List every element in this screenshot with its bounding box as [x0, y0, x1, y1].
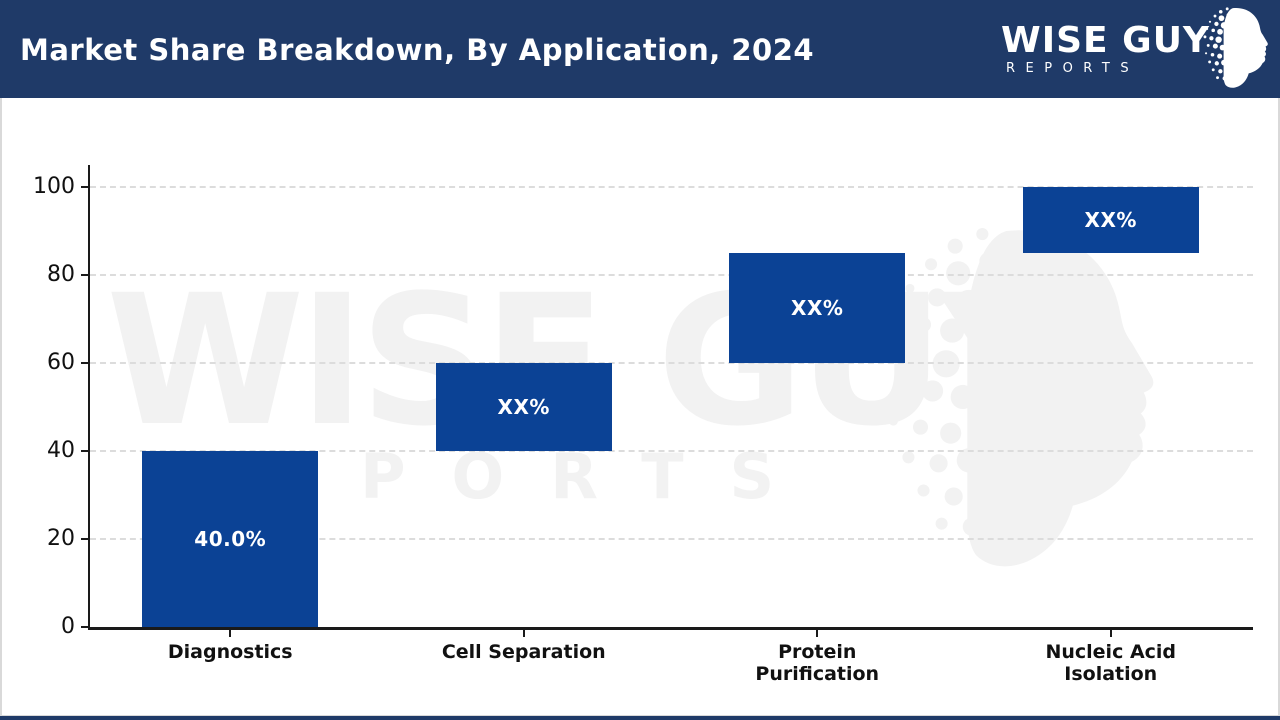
- bar-cell-separation: XX%: [435, 363, 612, 451]
- y-tick: [81, 538, 90, 540]
- x-tick: [522, 630, 525, 637]
- x-tick: [816, 630, 819, 637]
- x-tick-label-protein-purification: Protein Purification: [755, 641, 880, 686]
- x-tick-label-diagnostics: Diagnostics: [167, 641, 293, 663]
- logo-subtext: REPORTS: [1005, 60, 1140, 76]
- x-tick-label-nucleic-acid-isolation: Nucleic Acid Isolation: [1045, 641, 1177, 686]
- bar-value-label: XX%: [497, 395, 550, 419]
- brand-logo-text: WISE GUY REPORTS: [1001, 21, 1210, 75]
- bar-diagnostics: 40.0%: [142, 451, 319, 627]
- y-tick: [81, 626, 90, 628]
- page-title: Market Share Breakdown, By Application, …: [20, 33, 815, 67]
- y-tick: [81, 186, 90, 188]
- y-tick-label: 60: [47, 350, 75, 375]
- y-tick-label: 80: [47, 262, 75, 287]
- footer-bar: [0, 716, 1280, 720]
- bar-value-label: XX%: [1084, 208, 1137, 232]
- grid-line: [90, 186, 1253, 188]
- y-tick: [81, 362, 90, 364]
- bar-value-label: 40.0%: [194, 527, 267, 551]
- brand-logo: WISE GUY REPORTS: [1001, 4, 1272, 92]
- y-tick: [81, 274, 90, 276]
- grid-line: [90, 538, 1253, 540]
- y-tick: [81, 450, 90, 452]
- y-tick-label: 100: [33, 174, 75, 199]
- logo-face-icon: [1203, 7, 1268, 88]
- y-tick-label: 0: [61, 614, 75, 639]
- x-tick: [1109, 630, 1112, 637]
- logo-wordmark: WISE GUY: [1000, 20, 1210, 62]
- bar-value-label: XX%: [791, 296, 844, 320]
- bar-nucleic-acid-isolation: XX%: [1022, 187, 1199, 253]
- x-tick: [229, 630, 232, 637]
- bar-protein-purification: XX%: [729, 253, 906, 363]
- y-tick-label: 40: [47, 438, 75, 463]
- grid-line: [90, 274, 1253, 276]
- grid-line: [90, 362, 1253, 364]
- x-axis: [88, 627, 1253, 630]
- header-bar: Market Share Breakdown, By Application, …: [0, 0, 1280, 98]
- y-axis: [88, 165, 90, 630]
- grid-line: [90, 450, 1253, 452]
- x-tick-label-cell-separation: Cell Separation: [441, 641, 606, 663]
- y-tick-label: 20: [47, 526, 75, 551]
